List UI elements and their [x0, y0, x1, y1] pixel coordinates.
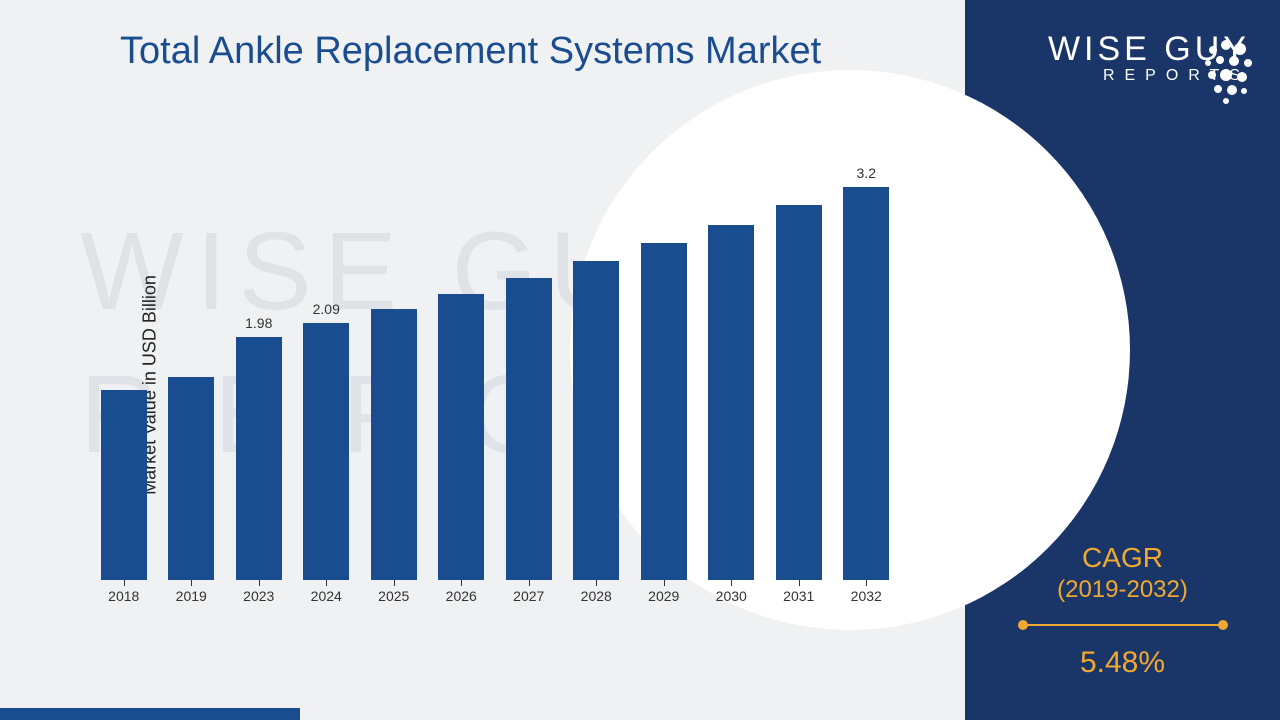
bar [776, 205, 822, 580]
brain-icon [1198, 35, 1258, 105]
x-tick: 2018 [98, 580, 150, 620]
bar-group [503, 256, 555, 580]
bottom-accent-bar [0, 708, 300, 720]
cagr-block: CAGR (2019-2032) 5.48% [1005, 542, 1240, 680]
x-tick: 2030 [706, 580, 758, 620]
bar-value-label: 1.98 [245, 315, 272, 333]
x-tick-label: 2031 [783, 588, 814, 604]
x-tick-label: 2032 [851, 588, 882, 604]
bar [708, 225, 754, 580]
x-tick-label: 2028 [581, 588, 612, 604]
plot-area: 1.98 2.09 3.2 [90, 150, 900, 580]
x-tick-label: 2023 [243, 588, 274, 604]
x-tick-label: 2024 [311, 588, 342, 604]
bar-value-label: 3.2 [857, 165, 876, 183]
bar-group: 1.98 [233, 315, 285, 580]
x-tick: 2028 [571, 580, 623, 620]
bar [506, 278, 552, 580]
bar-group [773, 183, 825, 580]
x-tick: 2029 [638, 580, 690, 620]
bar [438, 294, 484, 580]
x-tick: 2023 [233, 580, 285, 620]
bar [168, 377, 214, 580]
bar [101, 390, 147, 580]
bar [371, 309, 417, 581]
bar [236, 337, 282, 580]
bar [843, 187, 889, 580]
x-tick: 2024 [301, 580, 353, 620]
bar-group [368, 287, 420, 581]
bar-group [436, 272, 488, 580]
x-tick: 2019 [166, 580, 218, 620]
x-tick-label: 2027 [513, 588, 544, 604]
bar-value-label: 2.09 [313, 301, 340, 319]
bar-group [706, 203, 758, 580]
x-tick: 2027 [503, 580, 555, 620]
x-tick-label: 2026 [446, 588, 477, 604]
bar-group: 3.2 [841, 165, 893, 580]
bar-chart: Market Value in USD Billion 1.982.093.2 … [70, 150, 900, 620]
x-tick: 2032 [841, 580, 893, 620]
bar-group [571, 239, 623, 580]
bar [641, 243, 687, 580]
x-axis: 2018 2019 2023 2024 2025 2026 2027 2028 2029 2030… [90, 580, 900, 620]
brand-logo: WISE GUY REPORTS [1048, 30, 1250, 85]
x-tick-label: 2030 [716, 588, 747, 604]
cagr-years: (2019-2032) [1005, 576, 1240, 604]
cagr-value: 5.48% [1005, 646, 1240, 680]
x-tick: 2031 [773, 580, 825, 620]
x-tick-label: 2018 [108, 588, 139, 604]
cagr-title: CAGR [1005, 542, 1240, 574]
bar [573, 261, 619, 580]
x-tick-label: 2029 [648, 588, 679, 604]
bar-group [98, 368, 150, 580]
bar-group: 2.09 [301, 301, 353, 580]
x-tick-label: 2025 [378, 588, 409, 604]
x-tick: 2026 [436, 580, 488, 620]
bar-group [638, 221, 690, 580]
cagr-divider [1023, 624, 1223, 626]
bar [303, 323, 349, 580]
x-tick: 2025 [368, 580, 420, 620]
bar-group [166, 355, 218, 580]
chart-title: Total Ankle Replacement Systems Market [120, 30, 821, 74]
x-tick-label: 2019 [176, 588, 207, 604]
